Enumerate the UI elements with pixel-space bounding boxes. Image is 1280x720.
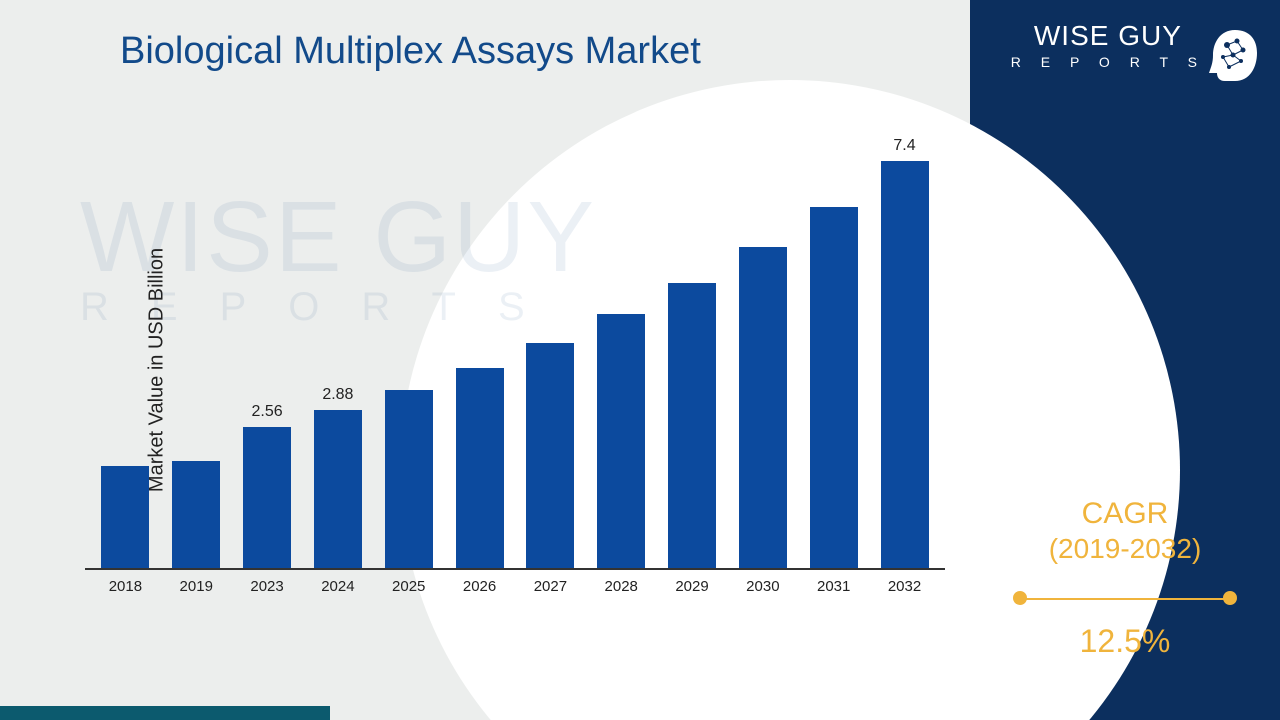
bar-slot	[161, 461, 232, 568]
x-tick-label: 2023	[232, 572, 303, 595]
bar	[172, 461, 220, 568]
bar-slot	[444, 368, 515, 568]
bar	[385, 390, 433, 568]
x-axis-labels: 2018201920232024202520262027202820292030…	[85, 572, 945, 595]
x-tick-label: 2029	[657, 572, 728, 595]
cagr-divider	[1020, 583, 1230, 613]
plot-region: 2.562.887.4	[85, 130, 945, 570]
cagr-label: CAGR	[1000, 497, 1250, 531]
cagr-value: 12.5%	[1000, 623, 1250, 660]
x-tick-label: 2030	[727, 572, 798, 595]
x-tick-label: 2032	[869, 572, 940, 595]
bar	[526, 343, 574, 569]
bar-slot	[515, 343, 586, 569]
bar-slot	[727, 247, 798, 568]
bar	[668, 283, 716, 568]
logo-sub-text: R E P O R T S	[1011, 54, 1205, 70]
brand-logo: WISE GUY R E P O R T S	[1011, 20, 1260, 70]
bar	[810, 207, 858, 568]
bar	[597, 314, 645, 568]
bar-slot: 2.56	[232, 427, 303, 568]
bar-slot	[798, 207, 869, 568]
bar	[243, 427, 291, 568]
bar-slot: 2.88	[302, 410, 373, 568]
x-tick-label: 2027	[515, 572, 586, 595]
x-tick-label: 2028	[586, 572, 657, 595]
cagr-range: (2019-2032)	[1000, 533, 1250, 565]
x-tick-label: 2025	[373, 572, 444, 595]
bar-slot	[657, 283, 728, 568]
x-tick-label: 2019	[161, 572, 232, 595]
x-tick-label: 2018	[90, 572, 161, 595]
page-root: WISE GUY REPORTS Biological Multiplex As…	[0, 0, 1280, 720]
bar	[739, 247, 787, 568]
bar-slot	[90, 466, 161, 568]
head-icon	[1205, 25, 1265, 85]
bar-value-label: 2.56	[251, 403, 282, 421]
cagr-block: CAGR (2019-2032) 12.5%	[1000, 497, 1250, 660]
bar-value-label: 2.88	[322, 386, 353, 404]
bar-slot: 7.4	[869, 161, 940, 568]
bars-container: 2.562.887.4	[85, 130, 945, 568]
bar	[314, 410, 362, 568]
bar	[456, 368, 504, 568]
bar-slot	[373, 390, 444, 568]
x-tick-label: 2026	[444, 572, 515, 595]
bar	[881, 161, 929, 568]
chart-area: Market Value in USD Billion 2.562.887.4 …	[85, 130, 945, 610]
bar	[101, 466, 149, 568]
bar-slot	[586, 314, 657, 568]
x-tick-label: 2031	[798, 572, 869, 595]
bar-value-label: 7.4	[893, 137, 915, 155]
bottom-accent-strip	[0, 706, 330, 720]
x-tick-label: 2024	[302, 572, 373, 595]
logo-main-text: WISE GUY	[1011, 20, 1205, 52]
chart-title: Biological Multiplex Assays Market	[120, 30, 701, 73]
